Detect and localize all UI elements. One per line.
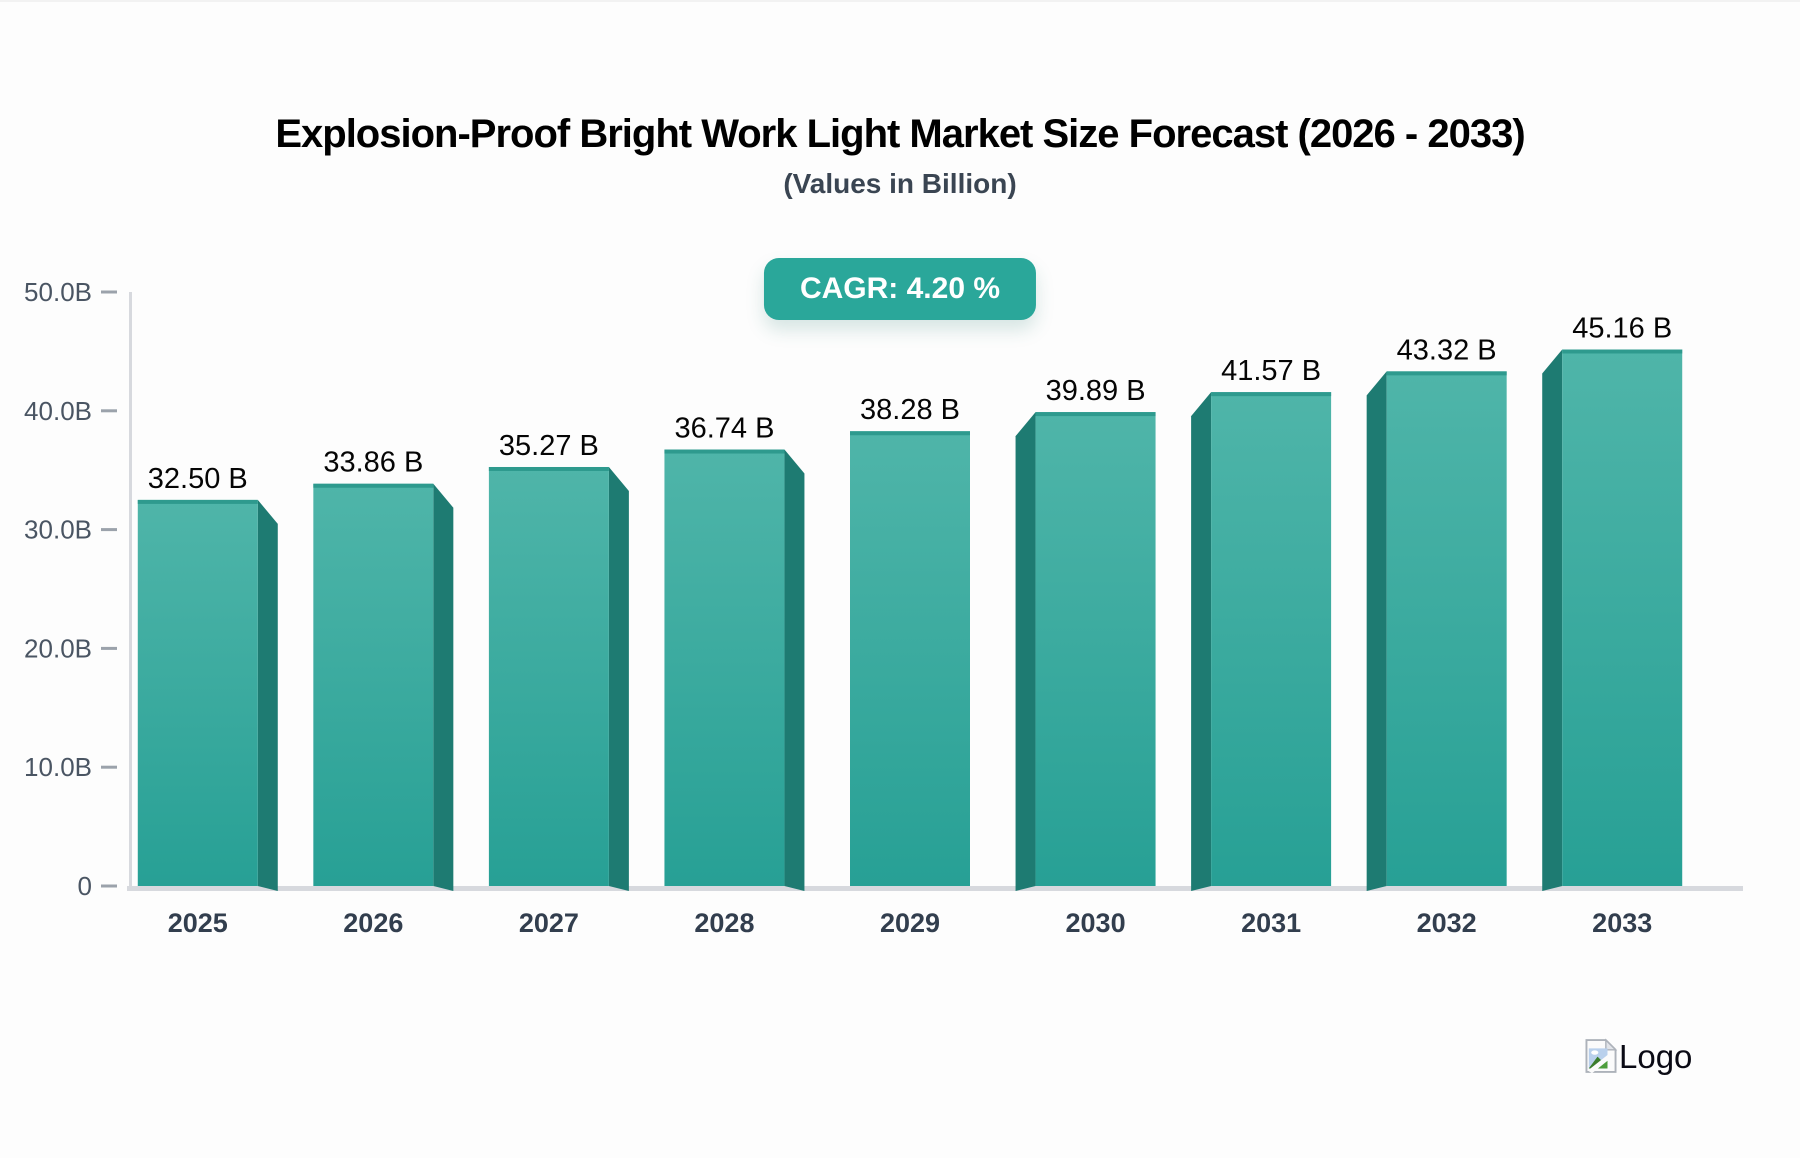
y-tick <box>101 528 117 532</box>
bar-2033: 45.16 B <box>1542 312 1683 891</box>
bar-2027: 35.27 B <box>488 430 629 891</box>
x-category-label: 2025 <box>168 908 228 938</box>
logo: Logo <box>1584 1038 1692 1074</box>
bar-top-edge <box>850 431 970 436</box>
bar-value-label: 32.50 B <box>148 463 248 495</box>
bar-front-face <box>1035 412 1156 886</box>
bar-front-face <box>313 483 434 886</box>
bar-side-face <box>784 449 805 891</box>
logo-text: Logo <box>1619 1037 1693 1075</box>
bar-top-edge <box>488 466 609 471</box>
x-category-label: 2032 <box>1417 908 1477 938</box>
x-category-label: 2030 <box>1066 908 1126 938</box>
x-category-label: 2033 <box>1592 908 1652 938</box>
bar-value-label: 41.57 B <box>1221 355 1321 387</box>
x-category-label: 2028 <box>694 908 754 938</box>
bar-value-label: 36.74 B <box>674 413 774 445</box>
y-tick-label: 20.0B <box>24 633 92 663</box>
bar-top-edge <box>1211 392 1332 397</box>
bar-2031: 41.57 B <box>1191 355 1332 891</box>
axis-labels: 50.0B 40.0B 30.0B 20.0B 10.0B 0 2025 2026 2027 20… <box>24 277 1652 938</box>
bar-value-label: 43.32 B <box>1397 334 1497 366</box>
bar-front-face <box>1386 371 1507 886</box>
bar-value-label: 38.28 B <box>860 394 960 426</box>
chart-title: Explosion-Proof Bright Work Light Market… <box>275 112 1525 156</box>
bars: 32.50 B 33.86 B 35.27 B 36.74 B 38.28 B 39.89… <box>137 312 1683 891</box>
x-category-label: 2027 <box>519 908 579 938</box>
bar-value-label: 33.86 B <box>323 447 423 479</box>
y-axis-line <box>129 292 132 886</box>
cagr-badge: CAGR: 4.20 % <box>763 258 1037 320</box>
bar-side-face <box>433 483 454 891</box>
bar-2032: 43.32 B <box>1366 334 1507 891</box>
x-axis-line <box>127 886 1743 891</box>
y-tick <box>101 409 117 413</box>
bar-top-edge <box>1386 371 1507 376</box>
x-category-label: 2029 <box>880 908 940 938</box>
x-category-label: 2031 <box>1241 908 1301 938</box>
bar-front-face <box>850 431 970 886</box>
axes <box>101 290 1743 891</box>
bar-side-face <box>257 499 278 891</box>
y-tick <box>101 884 117 888</box>
y-tick <box>101 646 117 650</box>
bar-front-face <box>137 499 258 886</box>
bar-2030: 39.89 B <box>1015 375 1156 891</box>
bar-value-label: 35.27 B <box>499 430 599 462</box>
y-tick-label: 0 <box>78 871 92 901</box>
bar-2026: 33.86 B <box>313 447 454 891</box>
bar-front-face <box>1562 349 1683 886</box>
y-tick-label: 30.0B <box>24 515 92 545</box>
y-tick <box>101 765 117 769</box>
bar-2029: 38.28 B <box>850 394 970 886</box>
bar-top-edge <box>1562 349 1683 354</box>
bar-front-face <box>664 449 785 886</box>
bar-side-face <box>1191 392 1212 891</box>
y-tick-label: 10.0B <box>24 752 92 782</box>
bar-front-face <box>1211 392 1332 886</box>
chart-subtitle: (Values in Billion) <box>783 168 1017 199</box>
bar-top-edge <box>137 499 258 504</box>
y-tick <box>101 290 117 294</box>
bar-side-face <box>1015 412 1036 891</box>
broken-image-icon <box>1585 1038 1618 1074</box>
bar-top-edge <box>664 449 785 454</box>
bar-value-label: 45.16 B <box>1572 312 1672 344</box>
bar-value-label: 39.89 B <box>1046 375 1146 407</box>
bar-2028: 36.74 B <box>664 413 805 891</box>
bar-side-face <box>608 466 629 891</box>
bar-side-face <box>1366 371 1387 891</box>
bar-front-face <box>488 466 609 886</box>
bar-top-edge <box>1035 412 1156 417</box>
bar-side-face <box>1542 349 1563 891</box>
bar-top-edge <box>313 483 434 488</box>
y-tick-label: 50.0B <box>24 277 92 307</box>
x-category-label: 2026 <box>343 908 403 938</box>
y-tick-label: 40.0B <box>24 396 92 426</box>
bar-2025: 32.50 B <box>137 463 278 891</box>
